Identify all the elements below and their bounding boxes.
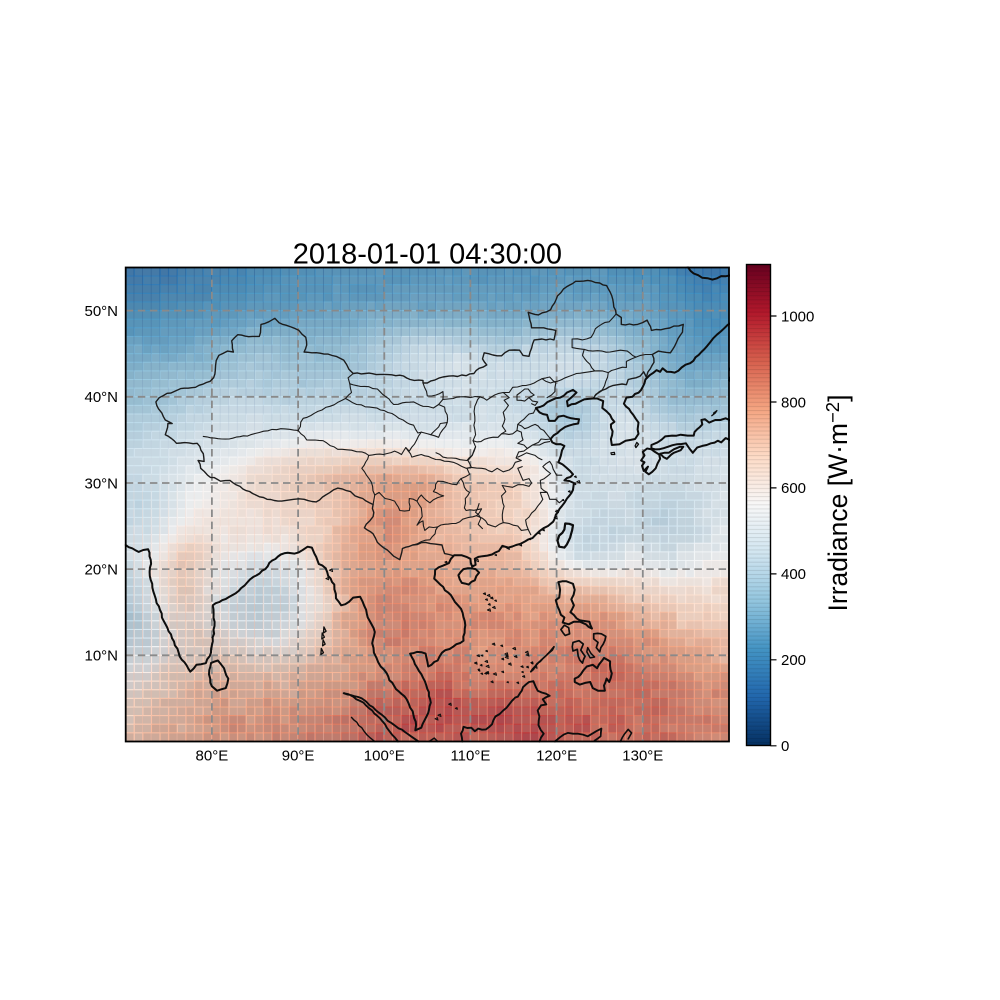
svg-text:80°E: 80°E (196, 748, 229, 765)
svg-text:400: 400 (781, 566, 806, 583)
svg-text:50°N: 50°N (84, 303, 118, 320)
svg-text:Irradiance [W·m−2]: Irradiance [W·m−2] (822, 395, 853, 612)
svg-text:0: 0 (781, 738, 789, 755)
svg-text:100°E: 100°E (364, 748, 405, 765)
svg-text:600: 600 (781, 480, 806, 497)
svg-text:800: 800 (781, 394, 806, 411)
svg-text:120°E: 120°E (536, 748, 577, 765)
svg-text:30°N: 30°N (84, 475, 118, 492)
svg-text:20°N: 20°N (84, 561, 118, 578)
svg-text:10°N: 10°N (84, 648, 118, 665)
svg-text:40°N: 40°N (84, 389, 118, 406)
svg-text:1000: 1000 (781, 308, 814, 325)
svg-text:90°E: 90°E (282, 748, 315, 765)
svg-text:2018-01-01 04:30:00: 2018-01-01 04:30:00 (293, 239, 562, 271)
svg-text:200: 200 (781, 652, 806, 669)
svg-text:130°E: 130°E (622, 748, 663, 765)
svg-text:110°E: 110°E (450, 748, 490, 765)
